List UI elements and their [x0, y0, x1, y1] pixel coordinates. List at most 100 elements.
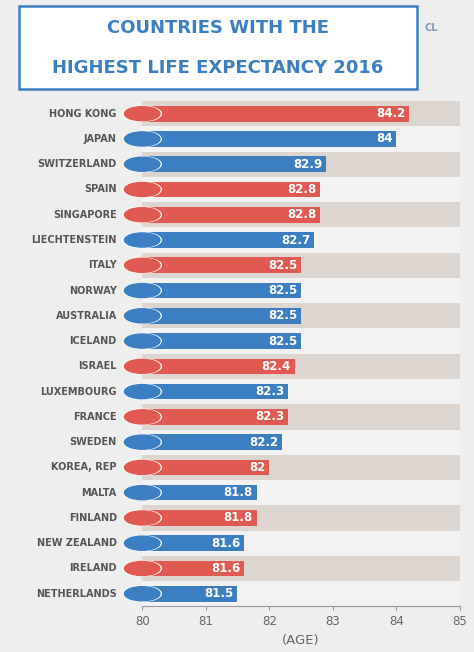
Circle shape	[124, 536, 160, 550]
Circle shape	[123, 131, 161, 147]
Bar	[142, 258, 301, 273]
Circle shape	[123, 232, 161, 248]
Text: FINLAND: FINLAND	[69, 513, 117, 523]
Text: KOREA, REP: KOREA, REP	[51, 462, 117, 473]
Circle shape	[123, 283, 161, 298]
Text: 82.5: 82.5	[268, 309, 297, 322]
Circle shape	[124, 208, 160, 222]
Circle shape	[123, 586, 161, 601]
Bar	[142, 535, 244, 551]
Text: 82.9: 82.9	[293, 158, 323, 171]
Circle shape	[124, 107, 160, 121]
Circle shape	[124, 561, 160, 576]
Text: 84: 84	[376, 132, 392, 145]
Bar	[142, 228, 460, 252]
Text: 82.7: 82.7	[281, 233, 310, 246]
Circle shape	[124, 334, 160, 348]
Text: 82.8: 82.8	[287, 183, 316, 196]
Text: NORWAY: NORWAY	[69, 286, 117, 295]
Text: ITALY: ITALY	[88, 260, 117, 271]
Text: 81.8: 81.8	[223, 486, 253, 499]
Circle shape	[124, 486, 160, 499]
Circle shape	[124, 132, 160, 146]
Bar	[142, 485, 256, 501]
Circle shape	[123, 106, 161, 121]
Circle shape	[123, 258, 161, 273]
Circle shape	[124, 511, 160, 525]
Circle shape	[123, 434, 161, 450]
Bar	[142, 510, 256, 526]
Bar	[142, 404, 460, 430]
Bar	[142, 252, 460, 278]
Text: 84.2: 84.2	[376, 107, 405, 120]
Bar	[142, 156, 327, 172]
Circle shape	[124, 183, 160, 196]
Bar	[142, 101, 460, 126]
Bar	[142, 531, 460, 556]
Circle shape	[123, 409, 161, 424]
Bar	[142, 329, 460, 353]
Circle shape	[123, 536, 161, 551]
Text: 82.2: 82.2	[249, 436, 278, 449]
Circle shape	[123, 460, 161, 475]
Circle shape	[124, 587, 160, 600]
Circle shape	[123, 156, 161, 171]
Text: 82.3: 82.3	[255, 410, 284, 423]
Bar	[142, 126, 460, 152]
Bar	[142, 586, 237, 602]
Text: CL: CL	[425, 23, 438, 33]
Bar	[142, 430, 460, 455]
Text: 81.5: 81.5	[204, 587, 234, 600]
Text: ICELAND: ICELAND	[70, 336, 117, 346]
Circle shape	[124, 284, 160, 297]
Circle shape	[123, 511, 161, 526]
Text: 82.5: 82.5	[268, 259, 297, 272]
Text: 82.3: 82.3	[255, 385, 284, 398]
Text: 82.5: 82.5	[268, 334, 297, 348]
Text: NEW ZEALAND: NEW ZEALAND	[37, 538, 117, 548]
Bar	[142, 308, 301, 323]
Circle shape	[124, 233, 160, 247]
Bar	[142, 278, 460, 303]
Text: MALTA: MALTA	[82, 488, 117, 497]
Bar	[142, 353, 460, 379]
Bar	[142, 106, 409, 121]
Text: IRELAND: IRELAND	[69, 563, 117, 574]
Circle shape	[123, 384, 161, 399]
Bar	[142, 480, 460, 505]
Bar	[142, 379, 460, 404]
Text: AUSTRALIA: AUSTRALIA	[55, 311, 117, 321]
Circle shape	[123, 359, 161, 374]
Bar	[142, 303, 460, 329]
Text: LUXEMBOURG: LUXEMBOURG	[40, 387, 117, 396]
Bar	[142, 561, 244, 576]
Bar	[142, 182, 320, 198]
Text: ISRAEL: ISRAEL	[78, 361, 117, 372]
Bar	[142, 384, 288, 400]
Text: SWEDEN: SWEDEN	[70, 437, 117, 447]
X-axis label: (AGE): (AGE)	[282, 634, 320, 647]
Text: 82.5: 82.5	[268, 284, 297, 297]
Circle shape	[124, 359, 160, 374]
Text: 82.4: 82.4	[262, 360, 291, 373]
Text: SWITZERLAND: SWITZERLAND	[37, 159, 117, 170]
Bar	[142, 152, 460, 177]
Bar	[142, 131, 396, 147]
Text: HIGHEST LIFE EXPECTANCY 2016: HIGHEST LIFE EXPECTANCY 2016	[52, 59, 384, 77]
Text: JAPAN: JAPAN	[84, 134, 117, 144]
Text: 82: 82	[249, 461, 265, 474]
Circle shape	[124, 157, 160, 171]
Text: 82.8: 82.8	[287, 208, 316, 221]
Bar	[142, 283, 301, 299]
Text: HONG KONG: HONG KONG	[49, 109, 117, 119]
FancyBboxPatch shape	[19, 6, 417, 89]
Bar	[142, 333, 301, 349]
Circle shape	[123, 561, 161, 576]
Bar	[142, 460, 269, 475]
Bar	[142, 455, 460, 480]
Circle shape	[124, 460, 160, 475]
Text: 81.6: 81.6	[211, 537, 240, 550]
Text: COUNTRIES WITH THE: COUNTRIES WITH THE	[107, 20, 329, 37]
Circle shape	[123, 207, 161, 222]
Text: LIECHTENSTEIN: LIECHTENSTEIN	[31, 235, 117, 245]
